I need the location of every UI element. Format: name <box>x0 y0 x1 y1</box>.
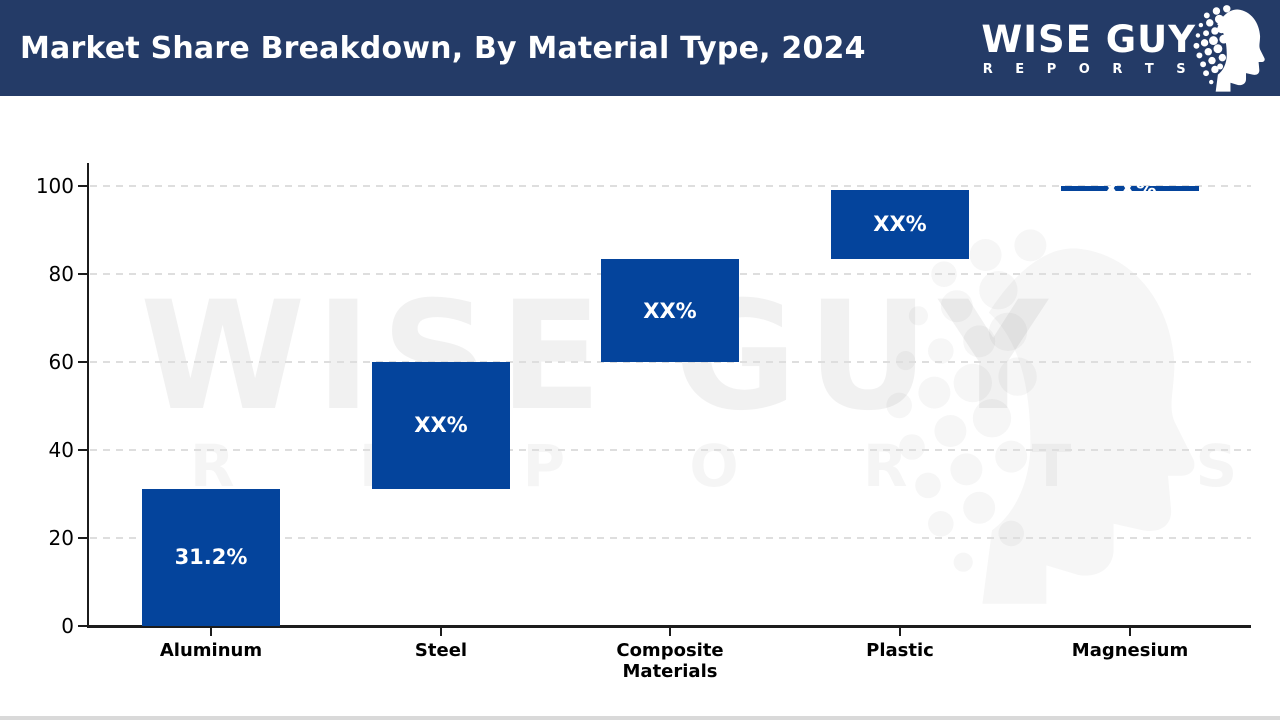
y-tick-label: 20 <box>48 526 74 550</box>
bar-value-label: XX% <box>414 413 468 438</box>
x-tick-mark <box>440 627 442 636</box>
x-tick-label: Aluminum <box>159 640 263 661</box>
x-tick-label: Composite Materials <box>616 640 724 682</box>
gridline <box>90 361 1251 363</box>
gridline <box>90 449 1251 451</box>
x-tick-label: Magnesium <box>1071 640 1189 661</box>
bottom-border <box>0 716 1280 720</box>
x-tick-label: Plastic <box>866 640 934 661</box>
y-tick-label: 0 <box>61 614 74 638</box>
x-tick-mark <box>899 627 901 636</box>
bar-value-label: XX% <box>643 298 697 323</box>
bar: XX% <box>831 189 969 260</box>
bar-value-label: 31.2% <box>174 545 248 570</box>
wise-guy-face-icon <box>1193 5 1265 92</box>
watermark-text-2: R E P O R T S <box>190 432 1280 500</box>
gridline <box>90 537 1251 539</box>
y-axis-line <box>87 163 89 627</box>
y-tick-mark <box>78 537 87 539</box>
brand-name: WISE GUY <box>981 17 1196 61</box>
page-title: Market Share Breakdown, By Material Type… <box>20 30 866 66</box>
x-tick-mark <box>1129 627 1131 636</box>
x-tick-mark <box>210 627 212 636</box>
brand-subtitle: R E P O R T S <box>982 61 1195 77</box>
brand-logo: WISE GUY R E P O R T S <box>981 3 1266 93</box>
y-tick-label: 80 <box>48 262 74 286</box>
x-tick-mark <box>669 627 671 636</box>
gridline <box>90 185 1251 187</box>
bar-value-label: XX% <box>873 212 927 237</box>
bar: XX% <box>372 362 510 489</box>
y-tick-mark <box>78 361 87 363</box>
bar-value-label: XX% <box>1103 186 1156 191</box>
y-tick-mark <box>78 625 87 627</box>
y-tick-label: 60 <box>48 350 74 374</box>
watermark-text-1: WISE GUY <box>140 270 1058 444</box>
y-tick-mark <box>78 273 87 275</box>
y-tick-mark <box>78 185 87 187</box>
y-tick-label: 40 <box>48 438 74 462</box>
y-tick-label: 100 <box>35 174 74 198</box>
x-tick-label: Steel <box>414 640 468 661</box>
bar: 31.2% <box>142 488 280 626</box>
x-axis-line <box>87 625 1251 628</box>
y-tick-mark <box>78 449 87 451</box>
brand-logo-text: WISE GUY R E P O R T S <box>981 21 1196 76</box>
bar: XX% <box>1061 186 1199 191</box>
bar: XX% <box>601 259 739 362</box>
header: Market Share Breakdown, By Material Type… <box>0 0 1280 96</box>
watermark-face-icon <box>880 205 1200 625</box>
